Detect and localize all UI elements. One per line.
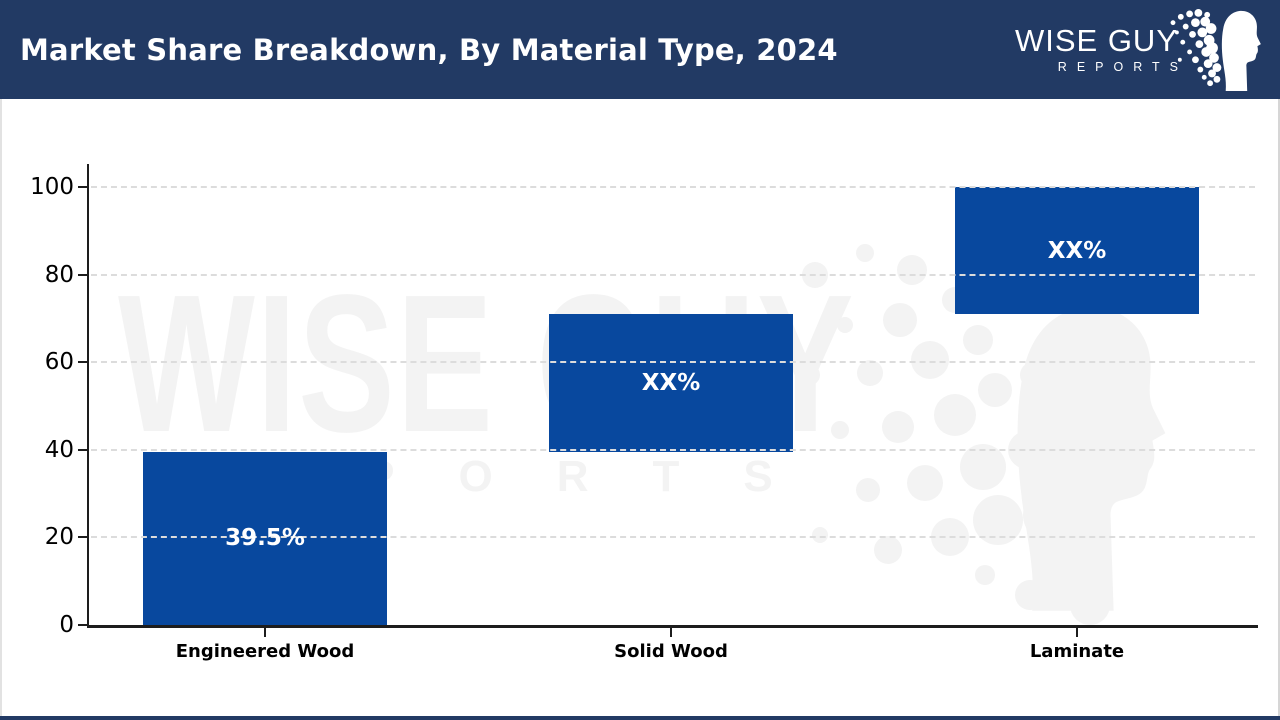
bar-value-label: XX% <box>1047 237 1107 264</box>
y-axis-tick <box>78 273 89 276</box>
x-axis-category-label: Laminate <box>1029 641 1125 662</box>
y-axis-tick <box>78 186 89 188</box>
y-axis-tick-label: 100 <box>30 174 74 200</box>
y-axis-tick <box>78 624 89 626</box>
y-gridline <box>91 273 1255 276</box>
y-gridline <box>91 361 1255 364</box>
logo-sub-text: REPORTS <box>1057 60 1188 75</box>
bar <box>143 451 387 625</box>
left-edge-line <box>0 99 2 716</box>
x-axis-line <box>87 625 1258 628</box>
y-axis-tick-label: 20 <box>44 524 74 551</box>
y-axis-tick <box>78 448 89 451</box>
x-axis-tick <box>670 628 672 637</box>
page-title: Market Share Breakdown, By Material Type… <box>20 32 838 67</box>
bar <box>955 187 1199 315</box>
bar-value-label: XX% <box>641 370 701 396</box>
y-axis-tick <box>78 536 89 539</box>
footer-bar <box>0 716 1280 720</box>
x-axis-tick <box>264 628 266 637</box>
wise-guy-logo: WISE GUY REPORTS <box>1015 0 1266 99</box>
y-gridline <box>91 536 1255 539</box>
y-axis-tick-label: 60 <box>44 349 74 376</box>
wise-guy-face-icon <box>1170 8 1261 91</box>
header-bar: Market Share Breakdown, By Material Type… <box>0 0 1280 99</box>
y-gridline <box>91 186 1255 188</box>
bar-value-label: 39.5% <box>225 525 305 552</box>
y-axis-tick <box>78 361 89 364</box>
y-axis-line <box>87 164 89 627</box>
logo-wordmark: WISE GUY REPORTS <box>1015 25 1178 74</box>
x-axis-category-label: Solid Wood <box>614 641 728 662</box>
y-axis-tick-label: 0 <box>59 612 74 638</box>
x-axis-category-label: Engineered Wood <box>175 641 355 662</box>
watermark-face-icon <box>800 244 1166 625</box>
x-axis-tick <box>1076 628 1078 637</box>
y-axis-tick-label: 80 <box>44 261 74 288</box>
right-edge-line <box>1278 99 1280 716</box>
chart-canvas: WISE GUY REPORTS 0 20 40 60 80 100 39.5% Engine… <box>0 99 1280 716</box>
logo-brand-text: WISE GUY <box>1014 23 1178 59</box>
y-axis-tick-label: 40 <box>44 436 74 463</box>
y-gridline <box>91 448 1255 451</box>
bar <box>549 314 793 452</box>
